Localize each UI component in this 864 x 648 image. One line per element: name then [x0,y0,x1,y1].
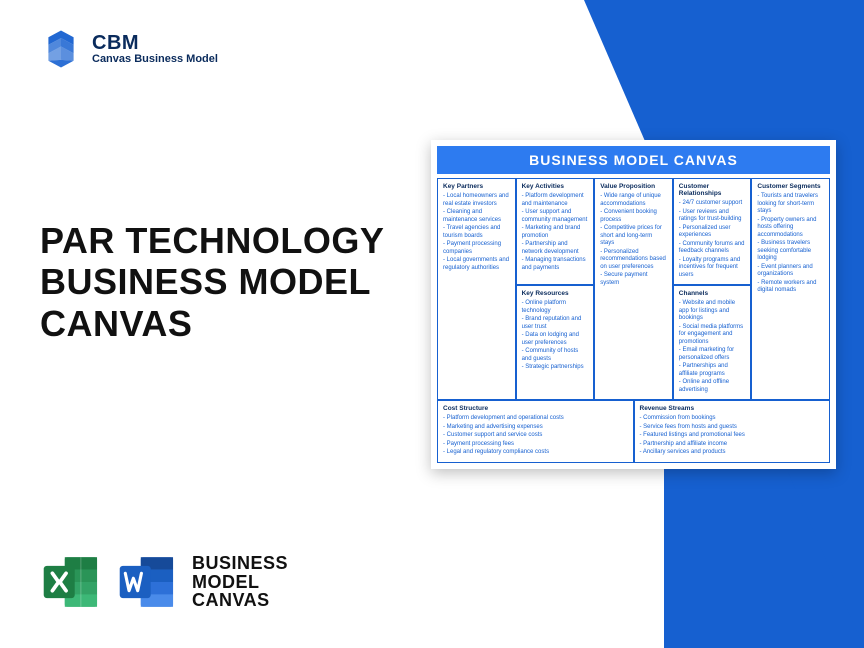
list-item: Travel agencies and tourism boards [443,225,510,240]
logo-title: CBM [92,33,218,54]
list-item: Ancillary services and products [640,449,825,457]
list-item: Data on lodging and user preferences [522,332,589,347]
list-item: 24/7 customer support [679,200,746,208]
canvas-grid-top: Key Partners Local homeowners and real e… [437,178,830,400]
bottom-line-2: MODEL [192,573,288,592]
list-item: Loyalty programs and incentives for freq… [679,257,746,280]
list-item: Community of hosts and guests [522,348,589,363]
cell-customer-segments: Customer Segments Tourists and travelers… [751,178,830,400]
list-item: Partnerships and affiliate programs [679,363,746,378]
list-item: Property owners and hosts offering accom… [757,217,824,240]
header-cost-structure: Cost Structure [443,405,628,412]
cell-cost-structure: Cost Structure Platform development and … [437,400,634,463]
list-item: Wide range of unique accommodations [600,193,667,208]
canvas-grid-bottom: Cost Structure Platform development and … [437,400,830,463]
header-customer-segments: Customer Segments [757,183,824,190]
bottom-line-1: BUSINESS [192,554,288,573]
header-channels: Channels [679,290,746,297]
cbm-logo-icon [40,28,82,70]
header-key-resources: Key Resources [522,290,589,297]
bottom-label: BUSINESS MODEL CANVAS [192,554,288,611]
list-item: Brand reputation and user trust [522,316,589,331]
header-value-proposition: Value Proposition [600,183,667,190]
list-item: Payment processing companies [443,241,510,256]
cell-key-resources: Key Resources Online platform technology… [516,285,595,400]
title-line-3: CANVAS [40,303,384,344]
list-item: Platform development and operational cos… [443,415,628,423]
list-item: Service fees from hosts and guests [640,424,825,432]
list-item: Business travelers seeking comfortable l… [757,240,824,263]
page-title: PAR TECHNOLOGY BUSINESS MODEL CANVAS [40,220,384,344]
list-item: Website and mobile app for listings and … [679,300,746,323]
list-item: Local governments and regulatory authori… [443,257,510,272]
header-key-partners: Key Partners [443,183,510,190]
word-icon [116,551,178,613]
list-item: Customer support and service costs [443,432,628,440]
list-key-activities: Platform development and maintenanceUser… [522,193,589,272]
header-customer-relationships: Customer Relationships [679,183,746,197]
list-customer-relationships: 24/7 customer supportUser reviews and ra… [679,200,746,279]
list-key-partners: Local homeowners and real estate investo… [443,193,510,272]
title-line-1: PAR TECHNOLOGY [40,220,384,261]
cell-customer-relationships: Customer Relationships 24/7 customer sup… [673,178,752,285]
list-item: Platform development and maintenance [522,193,589,208]
list-item: Community forums and feedback channels [679,241,746,256]
list-item: Event planners and organizations [757,264,824,279]
logo-block: CBM Canvas Business Model [40,28,218,70]
list-customer-segments: Tourists and travelers looking for short… [757,193,824,295]
cell-value-proposition: Value Proposition Wide range of unique a… [594,178,673,400]
list-item: Social media platforms for engagement an… [679,324,746,347]
list-item: Commission from bookings [640,415,825,423]
list-item: Tourists and travelers looking for short… [757,193,824,216]
logo-text: CBM Canvas Business Model [92,33,218,66]
bottom-apps-block: BUSINESS MODEL CANVAS [40,551,288,613]
list-item: Featured listings and promotional fees [640,432,825,440]
list-revenue-streams: Commission from bookingsService fees fro… [640,415,825,457]
list-item: Online and offline advertising [679,379,746,394]
list-item: Partnership and network development [522,241,589,256]
list-item: Local homeowners and real estate investo… [443,193,510,208]
list-item: Competitive prices for short and long-te… [600,225,667,248]
list-item: Marketing and advertising expenses [443,424,628,432]
list-item: Remote workers and digital nomads [757,280,824,295]
header-key-activities: Key Activities [522,183,589,190]
list-item: Secure payment system [600,272,667,287]
list-item: Online platform technology [522,300,589,315]
list-item: Marketing and brand promotion [522,225,589,240]
header-revenue-streams: Revenue Streams [640,405,825,412]
canvas-card: BUSINESS MODEL CANVAS Key Partners Local… [431,140,836,469]
logo-subtitle: Canvas Business Model [92,54,218,66]
list-item: Personalized recommendations based on us… [600,249,667,272]
list-item: User support and community management [522,209,589,224]
cell-key-activities: Key Activities Platform development and … [516,178,595,285]
list-item: Email marketing for personalized offers [679,347,746,362]
list-cost-structure: Platform development and operational cos… [443,415,628,457]
list-item: Partnership and affiliate income [640,441,825,449]
list-channels: Website and mobile app for listings and … [679,300,746,394]
list-item: Payment processing fees [443,441,628,449]
list-item: Managing transactions and payments [522,257,589,272]
cell-key-partners: Key Partners Local homeowners and real e… [437,178,516,400]
list-item: Legal and regulatory compliance costs [443,449,628,457]
excel-icon [40,551,102,613]
bottom-line-3: CANVAS [192,591,288,610]
list-key-resources: Online platform technologyBrand reputati… [522,300,589,372]
list-item: Strategic partnerships [522,364,589,372]
list-item: Personalized user experiences [679,225,746,240]
list-item: User reviews and ratings for trust-build… [679,209,746,224]
title-line-2: BUSINESS MODEL [40,261,384,302]
list-value-proposition: Wide range of unique accommodationsConve… [600,193,667,287]
canvas-title: BUSINESS MODEL CANVAS [437,146,830,174]
list-item: Cleaning and maintenance services [443,209,510,224]
list-item: Convenient booking process [600,209,667,224]
cell-channels: Channels Website and mobile app for list… [673,285,752,400]
cell-revenue-streams: Revenue Streams Commission from bookings… [634,400,831,463]
